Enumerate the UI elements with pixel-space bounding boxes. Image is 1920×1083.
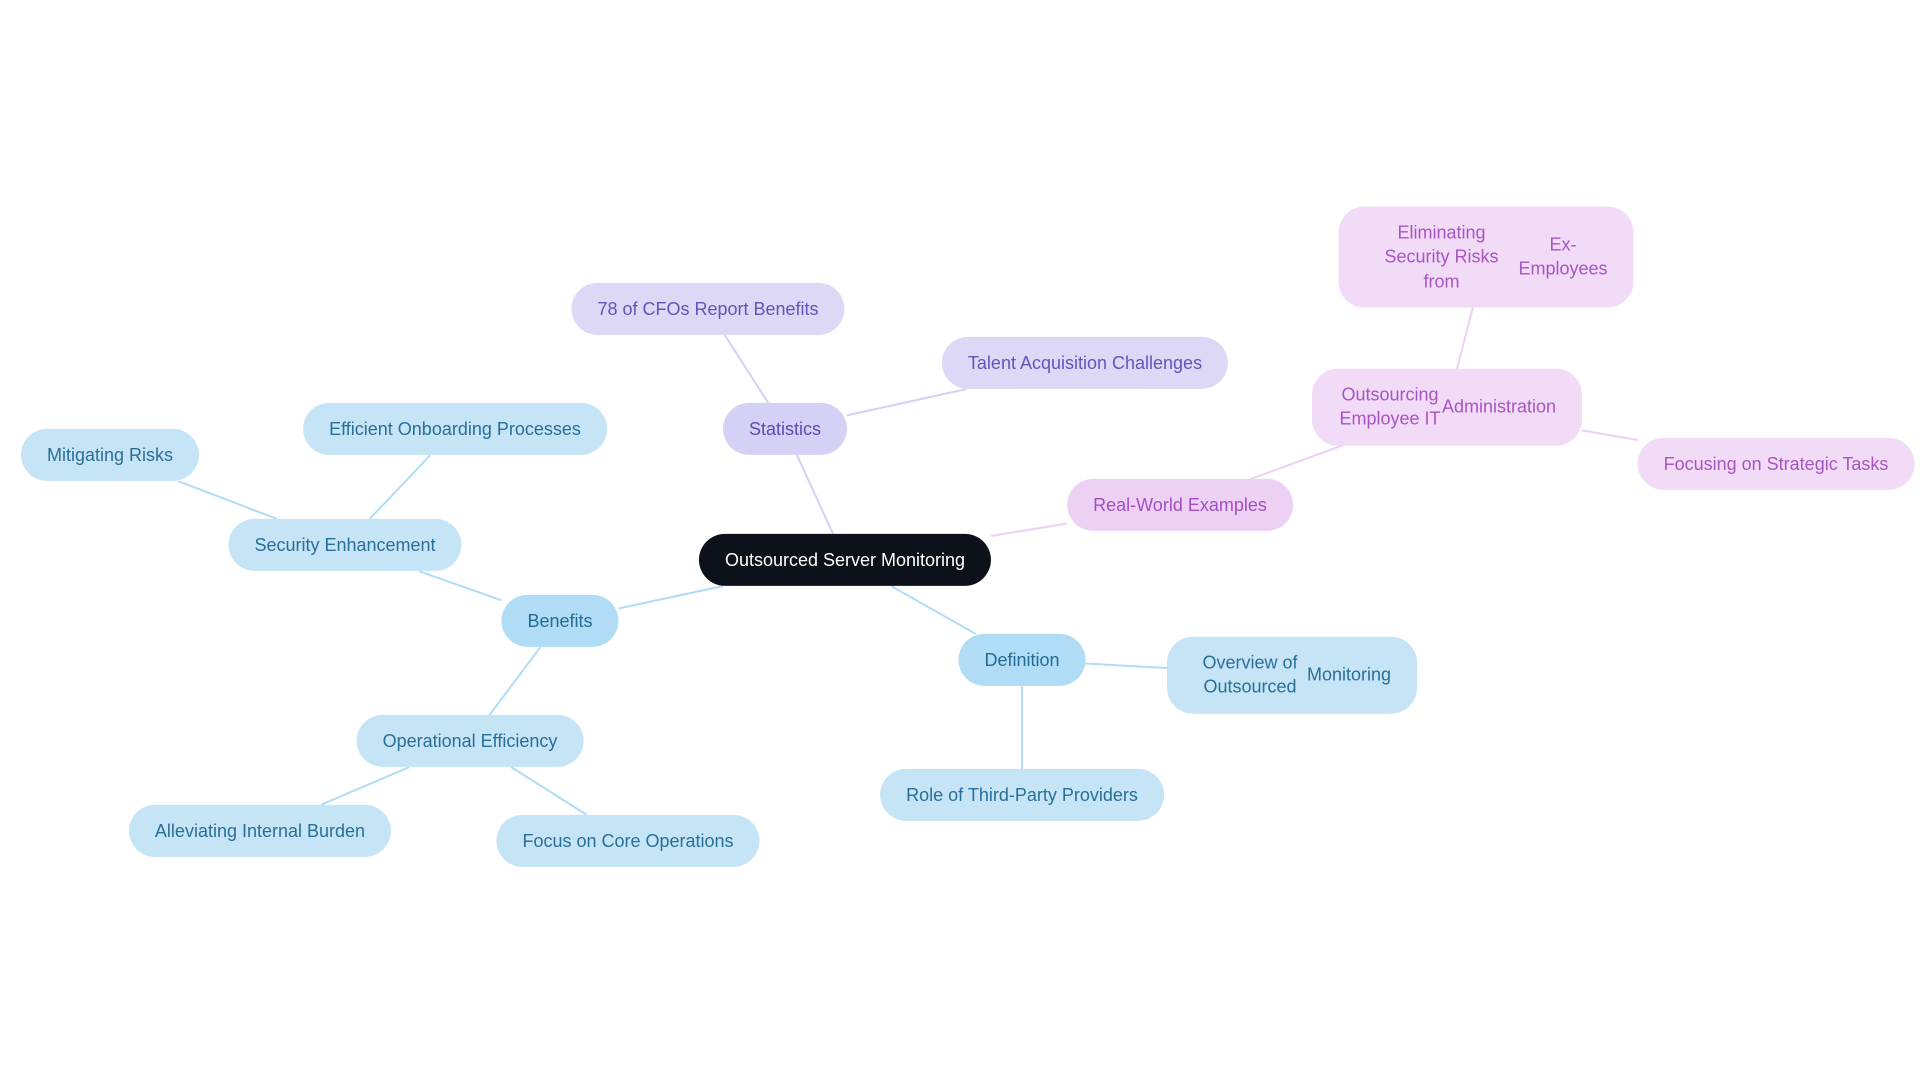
node-security: Security Enhancement (228, 519, 461, 571)
node-root: Outsourced Server Monitoring (699, 534, 991, 586)
node-roleprov: Role of Third-Party Providers (880, 769, 1164, 821)
node-outsourceit: Outsourcing Employee ITAdministration (1312, 369, 1582, 446)
node-alleviating: Alleviating Internal Burden (129, 805, 391, 857)
node-mitigating: Mitigating Risks (21, 429, 199, 481)
node-definition: Definition (958, 634, 1085, 686)
node-overview: Overview of OutsourcedMonitoring (1167, 637, 1417, 714)
node-strategic: Focusing on Strategic Tasks (1638, 438, 1915, 490)
node-onboarding: Efficient Onboarding Processes (303, 403, 607, 455)
node-benefits: Benefits (501, 595, 618, 647)
node-elimsec: Eliminating Security Risks fromEx-Employ… (1339, 207, 1634, 308)
node-cfos: 78 of CFOs Report Benefits (571, 283, 844, 335)
node-stats: Statistics (723, 403, 847, 455)
node-talent: Talent Acquisition Challenges (942, 337, 1228, 389)
node-focuscore: Focus on Core Operations (496, 815, 759, 867)
node-examples: Real-World Examples (1067, 479, 1293, 531)
node-opeff: Operational Efficiency (357, 715, 584, 767)
